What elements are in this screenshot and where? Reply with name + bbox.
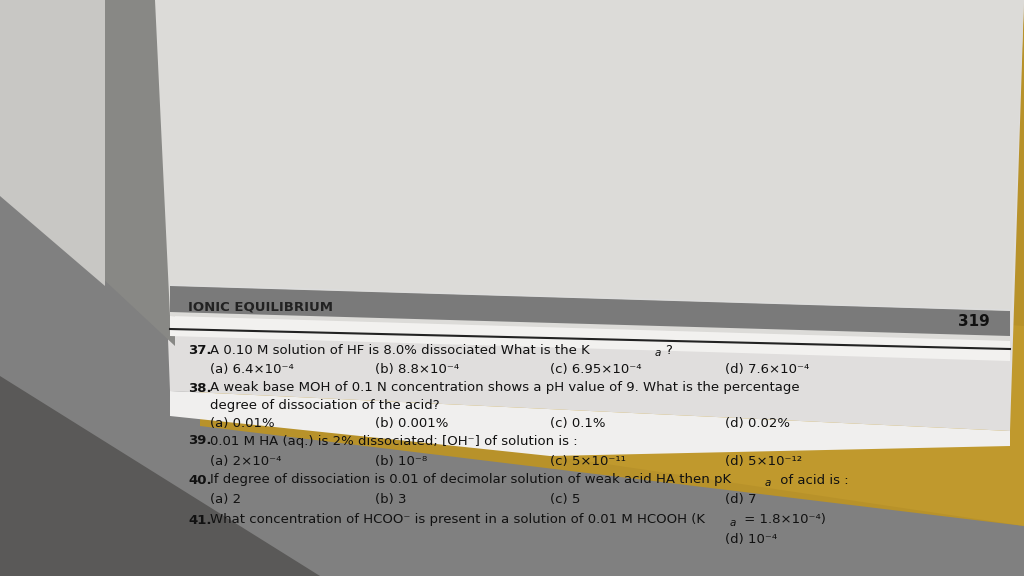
- Polygon shape: [155, 0, 1024, 341]
- Text: 38.: 38.: [188, 381, 212, 395]
- Text: (d) 7: (d) 7: [725, 494, 757, 506]
- Polygon shape: [155, 0, 1024, 431]
- Text: (a) 2: (a) 2: [210, 494, 241, 506]
- Text: degree of dissociation of the acid?: degree of dissociation of the acid?: [210, 399, 439, 411]
- Polygon shape: [100, 0, 175, 346]
- Text: (c) 0.1%: (c) 0.1%: [550, 416, 605, 430]
- Text: 319: 319: [958, 314, 990, 329]
- Text: (a) 6.4×10⁻⁴: (a) 6.4×10⁻⁴: [210, 362, 294, 376]
- Text: (d) 0.02%: (d) 0.02%: [725, 416, 790, 430]
- Text: (d) 10⁻⁴: (d) 10⁻⁴: [725, 533, 777, 547]
- Polygon shape: [170, 316, 1010, 361]
- Text: a: a: [765, 478, 771, 488]
- Polygon shape: [0, 0, 105, 286]
- Text: A weak base MOH of 0.1 N concentration shows a pH value of 9. What is the percen: A weak base MOH of 0.1 N concentration s…: [210, 381, 800, 395]
- Text: IONIC EQUILIBRIUM: IONIC EQUILIBRIUM: [188, 301, 333, 313]
- Text: ?: ?: [665, 343, 672, 357]
- Polygon shape: [200, 0, 1024, 526]
- Text: (b) 8.8×10⁻⁴: (b) 8.8×10⁻⁴: [375, 362, 459, 376]
- Polygon shape: [170, 286, 1010, 336]
- Text: of acid is :: of acid is :: [776, 473, 849, 487]
- Text: 40.: 40.: [188, 473, 212, 487]
- Text: a: a: [730, 518, 736, 528]
- Text: What concentration of HCOO⁻ is present in a solution of 0.01 M HCOOH (K: What concentration of HCOO⁻ is present i…: [210, 513, 705, 526]
- Polygon shape: [0, 0, 319, 576]
- Text: (b) 10⁻⁸: (b) 10⁻⁸: [375, 454, 427, 468]
- Text: A 0.10 M solution of HF is 8.0% dissociated What is the K: A 0.10 M solution of HF is 8.0% dissocia…: [210, 343, 590, 357]
- Text: (a) 2×10⁻⁴: (a) 2×10⁻⁴: [210, 454, 282, 468]
- Text: (d) 7.6×10⁻⁴: (d) 7.6×10⁻⁴: [725, 362, 809, 376]
- Text: (d) 5×10⁻¹²: (d) 5×10⁻¹²: [725, 454, 802, 468]
- Text: (c) 5×10⁻¹¹: (c) 5×10⁻¹¹: [550, 454, 626, 468]
- Text: 0.01 M HA (aq.) is 2% dissociated; [OH⁻] of solution is :: 0.01 M HA (aq.) is 2% dissociated; [OH⁻]…: [210, 434, 578, 448]
- Text: 39.: 39.: [188, 434, 212, 448]
- Text: a: a: [655, 348, 662, 358]
- Text: = 1.8×10⁻⁴): = 1.8×10⁻⁴): [740, 513, 826, 526]
- Text: (c) 5: (c) 5: [550, 494, 581, 506]
- Polygon shape: [170, 391, 1010, 456]
- Text: 37.: 37.: [188, 343, 212, 357]
- Text: (b) 3: (b) 3: [375, 494, 407, 506]
- Text: (a) 0.01%: (a) 0.01%: [210, 416, 274, 430]
- Text: (b) 0.001%: (b) 0.001%: [375, 416, 449, 430]
- Polygon shape: [350, 276, 1024, 526]
- Text: If degree of dissociation is 0.01 of decimolar solution of weak acid HA then pK: If degree of dissociation is 0.01 of dec…: [210, 473, 731, 487]
- Text: 41.: 41.: [188, 513, 212, 526]
- Text: (c) 6.95×10⁻⁴: (c) 6.95×10⁻⁴: [550, 362, 641, 376]
